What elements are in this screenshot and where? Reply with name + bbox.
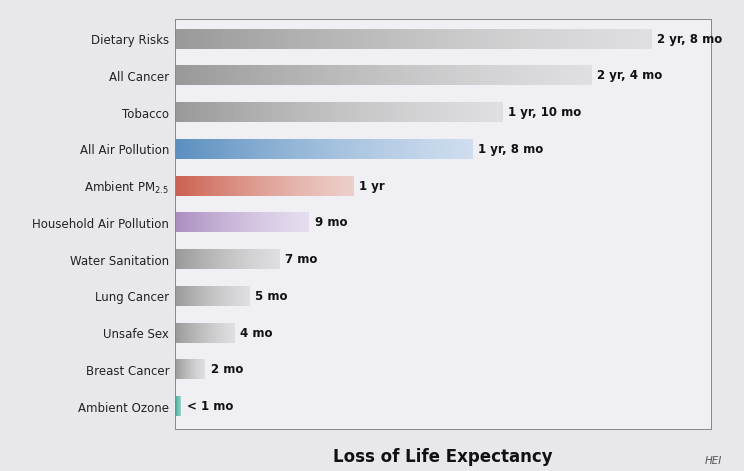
Text: Loss of Life Expectancy: Loss of Life Expectancy — [333, 448, 553, 466]
Text: 1 yr, 8 mo: 1 yr, 8 mo — [478, 143, 544, 156]
Text: 9 mo: 9 mo — [315, 216, 347, 229]
Text: 1 yr: 1 yr — [359, 179, 385, 193]
Text: 2 mo: 2 mo — [211, 363, 243, 376]
Text: 5 mo: 5 mo — [255, 290, 288, 303]
Text: 4 mo: 4 mo — [240, 326, 273, 340]
Text: HEI: HEI — [705, 456, 722, 466]
Text: 7 mo: 7 mo — [285, 253, 318, 266]
Text: 2 yr, 4 mo: 2 yr, 4 mo — [597, 69, 663, 82]
Text: 2 yr, 8 mo: 2 yr, 8 mo — [657, 32, 722, 46]
Text: < 1 mo: < 1 mo — [187, 400, 233, 413]
Text: 1 yr, 10 mo: 1 yr, 10 mo — [508, 106, 581, 119]
